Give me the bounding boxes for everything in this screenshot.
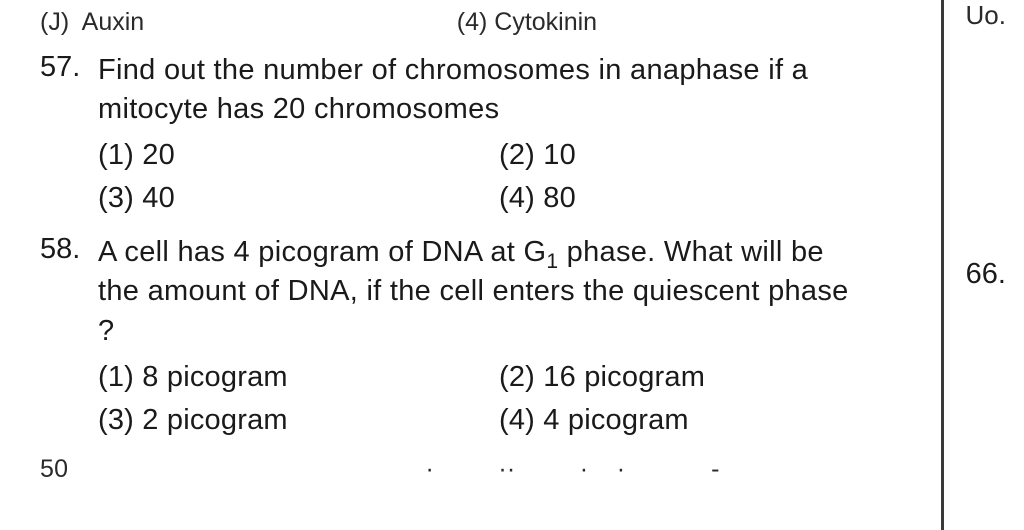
- question-text: A cell has 4 picogram of DNA at G1 phase…: [98, 233, 860, 350]
- option-4: (4) 80: [499, 182, 860, 215]
- question-row: 58. A cell has 4 picogram of DNA at G1 p…: [40, 233, 860, 350]
- right-partial-top: Uo.: [966, 0, 1006, 31]
- question-57: 57. Find out the number of chromosomes i…: [40, 51, 860, 215]
- question-row: 57. Find out the number of chromosomes i…: [40, 51, 860, 129]
- option-4: (4) 4 picogram: [499, 404, 860, 437]
- question-number: 58.: [40, 233, 98, 266]
- option-2: (2) 16 picogram: [499, 361, 860, 394]
- partial-top-row: (J) Auxin (4) Cytokinin: [40, 8, 860, 37]
- option-1: (1) 8 picogram: [98, 361, 459, 394]
- question-text: Find out the number of chromosomes in an…: [98, 51, 860, 129]
- partial-bottom-row: 50 · ·· · · -: [40, 455, 860, 484]
- options-grid: (1) 8 picogram (2) 16 picogram (3) 2 pic…: [40, 361, 860, 437]
- right-question-number: 66.: [966, 258, 1006, 291]
- question-number: 57.: [40, 51, 98, 84]
- option-3: (3) 2 picogram: [98, 404, 459, 437]
- option-2: (2) 10: [499, 139, 860, 172]
- page-body: (J) Auxin (4) Cytokinin 57. Find out the…: [0, 0, 900, 484]
- question-58: 58. A cell has 4 picogram of DNA at G1 p…: [40, 233, 860, 436]
- option-1: (1) 20: [98, 139, 459, 172]
- options-grid: (1) 20 (2) 10 (3) 40 (4) 80: [40, 139, 860, 215]
- column-divider: [941, 0, 944, 530]
- option-3: (3) 40: [98, 182, 459, 215]
